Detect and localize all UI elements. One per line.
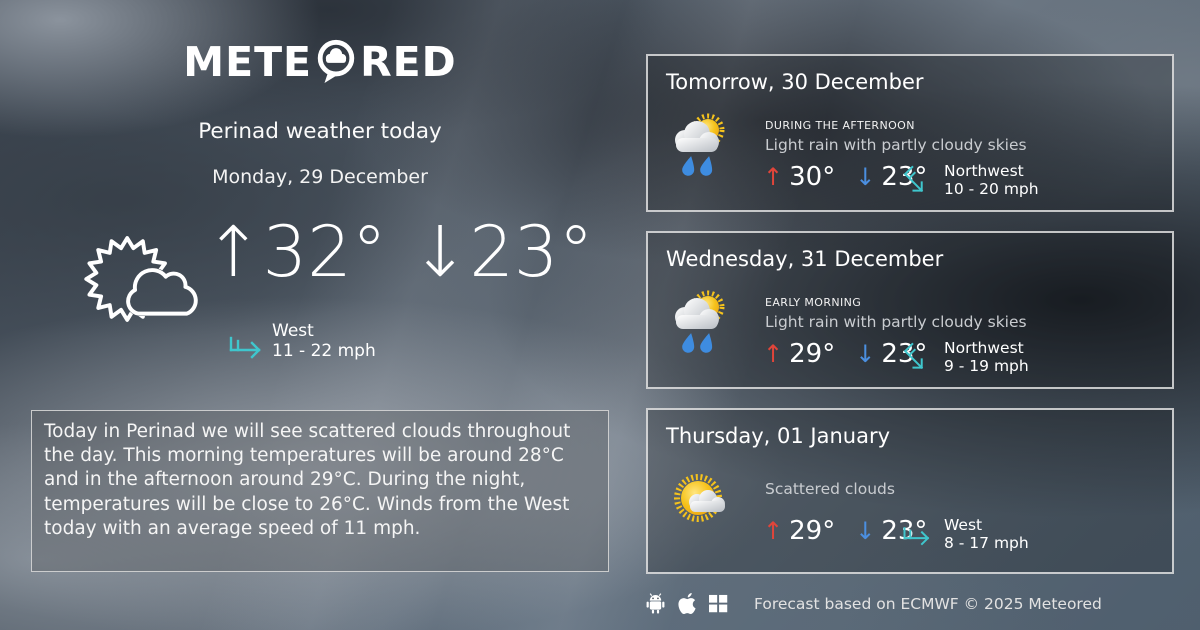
logo-text-post: RED: [360, 38, 457, 86]
current-wind-direction: West: [272, 321, 314, 341]
forecast-time-label: EARLY MORNING: [765, 296, 862, 309]
forecast-high: 29°: [789, 339, 836, 369]
up-arrow-icon: ↑: [763, 163, 784, 191]
wind-direction-icon: [229, 336, 261, 359]
forecast-wind-speed: 9 - 19 mph: [944, 357, 1029, 375]
forecast-condition: Light rain with partly cloudy skies: [765, 313, 1027, 331]
current-wind-text: West 11 - 22 mph: [272, 321, 376, 361]
up-arrow-icon: ↑: [763, 517, 784, 545]
weather-summary: Today in Perinad we will see scattered c…: [31, 410, 609, 572]
apple-icon[interactable]: [678, 593, 696, 614]
forecast-temperatures: ↑ 29° ↓ 23°: [763, 516, 927, 546]
forecast-temperatures: ↑ 30° ↓ 23°: [763, 162, 927, 192]
forecast-time-label: DURING THE AFTERNOON: [765, 119, 915, 132]
down-arrow-icon: ↓: [410, 211, 470, 293]
forecast-wind-direction: Northwest: [944, 162, 1024, 180]
forecast-wind: Northwest 10 - 20 mph: [902, 162, 1039, 198]
forecast-low: 23°: [881, 339, 928, 369]
current-date: Monday, 29 December: [212, 166, 428, 188]
forecast-low: 23°: [881, 162, 928, 192]
down-arrow-icon: ↓: [855, 517, 876, 545]
cloud-bubble-icon: [317, 39, 355, 84]
up-arrow-icon: ↑: [763, 340, 784, 368]
current-weather-icon-sun-cloud: [80, 220, 198, 342]
forecast-wind: West 8 - 17 mph: [902, 516, 1029, 552]
forecast-wind-text: West 8 - 17 mph: [944, 516, 1029, 552]
logo-text-pre: METE: [183, 38, 313, 86]
platform-icons: [646, 593, 728, 614]
sun-with-cloud-icon: [670, 466, 734, 540]
wind-direction-icon: [903, 527, 930, 546]
sun-cloud-rain-icon: [670, 112, 734, 186]
forecast-wind-speed: 8 - 17 mph: [944, 534, 1029, 552]
down-arrow-icon: ↓: [855, 340, 876, 368]
down-arrow-icon: ↓: [855, 163, 876, 191]
forecast-wind-text: Northwest 10 - 20 mph: [944, 162, 1039, 198]
forecast-day-title: Thursday, 01 January: [666, 424, 891, 448]
current-wind-speed: 11 - 22 mph: [272, 340, 376, 361]
forecast-day-title: Tomorrow, 30 December: [666, 70, 924, 94]
footer: Forecast based on ECMWF © 2025 Meteored: [646, 593, 1174, 614]
sun-cloud-rain-icon: [670, 289, 734, 363]
forecast-card-tomorrow[interactable]: Tomorrow, 30 December DURING THE AFTERNO…: [646, 54, 1174, 212]
forecast-wind-speed: 10 - 20 mph: [944, 180, 1039, 198]
forecast-high: 30°: [789, 162, 836, 192]
current-low-temp: ↓23°: [410, 211, 594, 293]
forecast-card-wednesday[interactable]: Wednesday, 31 December EARLY MORNING Lig…: [646, 231, 1174, 389]
current-high-temp: ↑32°: [204, 211, 387, 293]
forecast-wind-direction: Northwest: [944, 339, 1024, 357]
page-title: Perinad weather today: [198, 119, 442, 144]
android-icon[interactable]: [646, 593, 665, 614]
wind-direction-icon: [903, 165, 924, 193]
forecast-wind-text: Northwest 9 - 19 mph: [944, 339, 1029, 375]
current-wind: West 11 - 22 mph: [228, 321, 376, 361]
current-temperatures: ↑32° ↓23°: [204, 214, 593, 291]
forecast-condition: Light rain with partly cloudy skies: [765, 136, 1027, 154]
forecast-high: 29°: [789, 516, 836, 546]
forecast-wind: Northwest 9 - 19 mph: [902, 339, 1029, 375]
windows-icon[interactable]: [709, 594, 728, 613]
forecast-condition: Scattered clouds: [765, 480, 895, 498]
up-arrow-icon: ↑: [204, 211, 263, 293]
forecast-day-title: Wednesday, 31 December: [666, 247, 944, 271]
meteored-logo: METE RED: [0, 38, 640, 85]
forecast-wind-direction: West: [944, 516, 983, 534]
wind-direction-icon: [903, 342, 924, 370]
forecast-card-thursday[interactable]: Thursday, 01 January Scattered clouds ↑ 2…: [646, 408, 1174, 574]
forecast-temperatures: ↑ 29° ↓ 23°: [763, 339, 927, 369]
forecast-attribution: Forecast based on ECMWF © 2025 Meteored: [754, 594, 1102, 613]
